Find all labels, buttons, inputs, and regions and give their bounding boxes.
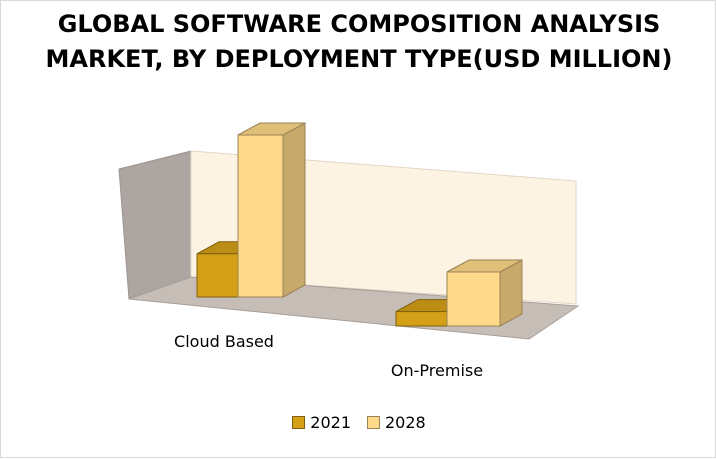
bar-2028-cloud-based-side xyxy=(282,122,306,298)
legend-label-2028: 2028 xyxy=(385,413,426,432)
legend-item-2021: 2021 xyxy=(292,413,351,432)
legend-swatch-2021 xyxy=(292,416,306,429)
legend-label-2021: 2021 xyxy=(310,413,351,432)
legend-item-2028: 2028 xyxy=(367,413,426,432)
chart-title: GLOBAL SOFTWARE COMPOSITION ANALYSIS MAR… xyxy=(45,10,673,73)
bar-2028-on-premise xyxy=(446,271,501,327)
x-tick-label-on-premise: On-Premise xyxy=(391,361,483,380)
chart-side-wall xyxy=(118,150,192,300)
chart-legend: 2021 2028 xyxy=(1,413,716,432)
bar-2021-on-premise xyxy=(395,311,450,327)
legend-swatch-2028 xyxy=(367,416,380,429)
x-tick-label-cloud-based: Cloud Based xyxy=(174,332,274,351)
bar-2028-cloud-based xyxy=(237,134,284,298)
bar-2021-cloud-based xyxy=(196,253,243,298)
